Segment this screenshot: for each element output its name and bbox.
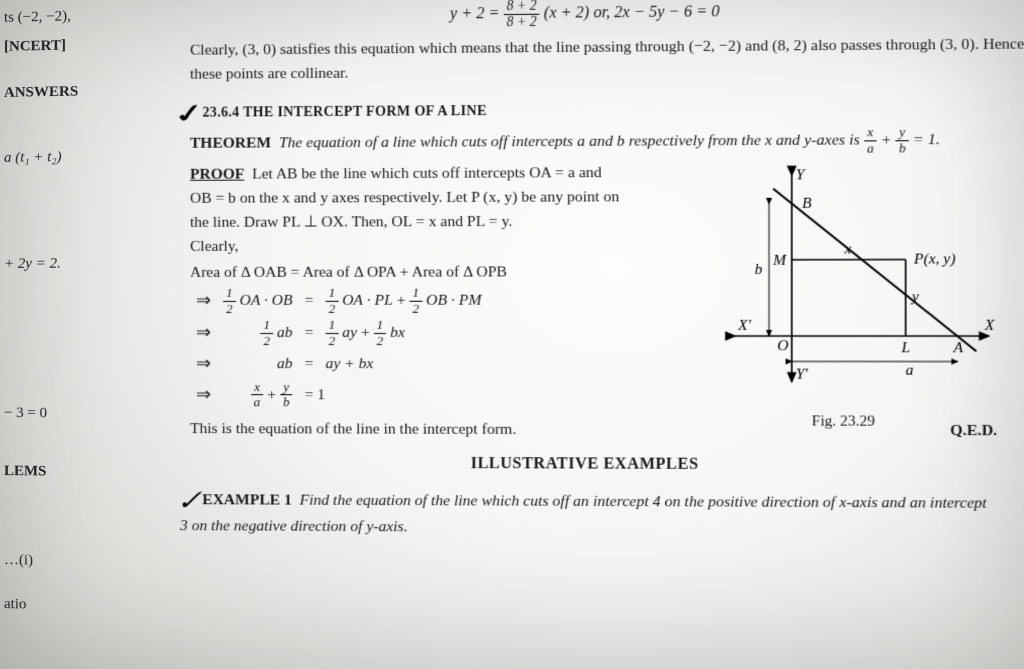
fraction: 8 + 2 8 + 2 xyxy=(504,0,540,30)
checkmark-icon: ✓ xyxy=(171,94,207,134)
numerator: x xyxy=(864,125,877,141)
equals: = xyxy=(299,349,320,379)
svg-text:P(x, y): P(x, y) xyxy=(913,251,956,267)
margin-text: + 2y = 2. xyxy=(4,249,135,278)
margin-text: …(i) xyxy=(4,546,135,577)
eq-text: (x + 2) or, 2x − 5y − 6 = 0 xyxy=(544,3,720,22)
svg-text:Y: Y xyxy=(796,167,806,183)
svg-text:X: X xyxy=(984,318,995,334)
theorem-label: THEOREM xyxy=(190,134,271,151)
intercept-diagram: Y Y′ X X′ O A B L M P(x, y) x y a b xyxy=(689,162,1000,397)
section-number: 23.6.4 xyxy=(203,105,240,120)
lhs: xa + yb xyxy=(217,379,298,411)
equals: = xyxy=(299,317,320,349)
illustrative-heading: ILLUSTRATIVE EXAMPLES xyxy=(150,451,1024,479)
derivation-steps: ⇒ 12 OA · OB = 12 OA · PL + 12 OB · PM ⇒… xyxy=(190,285,488,412)
svg-text:x: x xyxy=(843,241,851,257)
paragraph: Clearly, (3, 0) satisfies this equation … xyxy=(190,32,1024,87)
figure: Y Y′ X X′ O A B L M P(x, y) x y a b Fig. 23.29 xyxy=(679,162,1010,434)
svg-text:b: b xyxy=(755,262,763,278)
example-label: EXAMPLE 1 xyxy=(202,491,291,508)
fraction: x a xyxy=(864,125,877,156)
lhs: 12 OA · OB xyxy=(217,285,298,317)
numerator: 8 + 2 xyxy=(504,0,540,15)
svg-text:M: M xyxy=(772,253,787,269)
proof-text: Let AB be the line which cuts off interc… xyxy=(190,164,619,231)
svg-text:L: L xyxy=(900,340,910,356)
svg-text:X′: X′ xyxy=(737,318,752,334)
rhs: 12 ay + 12 bx xyxy=(319,317,487,349)
margin-heading: ANSWERS xyxy=(4,76,135,107)
page: ts (−2, −2), [NCERT] ANSWERS a (t₁ + t₂)… xyxy=(0,0,1024,669)
theorem-text: The equation of a line which cuts off in… xyxy=(279,131,864,151)
implies-icon: ⇒ xyxy=(190,285,217,317)
implies-icon: ⇒ xyxy=(190,349,217,379)
svg-text:y: y xyxy=(910,290,919,306)
example: ✓ EXAMPLE 1 Find the equation of the lin… xyxy=(180,480,997,543)
margin-text: atio xyxy=(4,590,135,621)
implies-icon: ⇒ xyxy=(190,379,217,411)
svg-text:Y′: Y′ xyxy=(796,367,809,383)
fraction: y b xyxy=(896,125,909,156)
lhs: ab xyxy=(217,349,298,379)
example-text: Find the equation of the line which cuts… xyxy=(180,491,987,535)
checkmark-icon: ✓ xyxy=(171,481,207,520)
implies-icon: ⇒ xyxy=(190,317,217,349)
conclusion-text: This is the equation of the line in the … xyxy=(190,420,516,438)
clearly: Clearly, xyxy=(190,238,239,255)
denominator: 8 + 2 xyxy=(504,15,540,30)
rhs: ay + bx xyxy=(319,349,487,379)
section-title: THE INTERCEPT FORM OF A LINE xyxy=(243,104,487,120)
figure-caption: Fig. 23.29 xyxy=(679,410,1010,434)
margin-text: [NCERT] xyxy=(4,29,135,60)
svg-text:O: O xyxy=(777,338,788,354)
proof-block: PROOF Let AB be the line which cuts off … xyxy=(190,161,625,259)
denominator: b xyxy=(896,141,909,156)
derivation-row: ⇒ 12 OA · OB = 12 OA · PL + 12 OB · PM xyxy=(190,285,488,317)
numerator: y xyxy=(896,125,909,141)
derivation-row: ⇒ xa + yb = 1 xyxy=(190,379,488,412)
margin-heading: LEMS xyxy=(4,457,135,487)
svg-text:a: a xyxy=(906,363,914,379)
left-margin-column: ts (−2, −2), [NCERT] ANSWERS a (t₁ + t₂)… xyxy=(0,0,141,669)
margin-text: − 3 = 0 xyxy=(4,399,135,428)
lhs: 12 ab xyxy=(217,317,298,349)
section-heading: ✓ 23.6.4 THE INTERCEPT FORM OF A LINE xyxy=(180,87,1024,126)
equals: = xyxy=(299,285,320,317)
svg-text:A: A xyxy=(952,340,963,356)
derivation-row: ⇒ 12 ab = 12 ay + 12 bx xyxy=(190,317,488,349)
top-equation: y + 2 = 8 + 2 8 + 2 (x + 2) or, 2x − 5y … xyxy=(150,0,1024,33)
theorem: THEOREM The equation of a line which cut… xyxy=(190,124,1024,159)
eq-text: y + 2 = xyxy=(450,5,499,23)
proof-label: PROOF xyxy=(190,166,244,183)
derivation-row: ⇒ ab = ay + bx xyxy=(190,349,488,379)
denominator: a xyxy=(864,141,877,156)
rhs: 12 OA · PL + 12 OB · PM xyxy=(319,285,487,317)
rhs: = 1 xyxy=(299,379,488,411)
margin-text: ts (−2, −2), xyxy=(4,1,135,33)
theorem-tail: = 1. xyxy=(913,130,940,147)
margin-text: a (t₁ + t₂) xyxy=(4,142,135,172)
svg-text:B: B xyxy=(802,196,811,212)
main-content: y + 2 = 8 + 2 8 + 2 (x + 2) or, 2x − 5y … xyxy=(150,0,1024,669)
